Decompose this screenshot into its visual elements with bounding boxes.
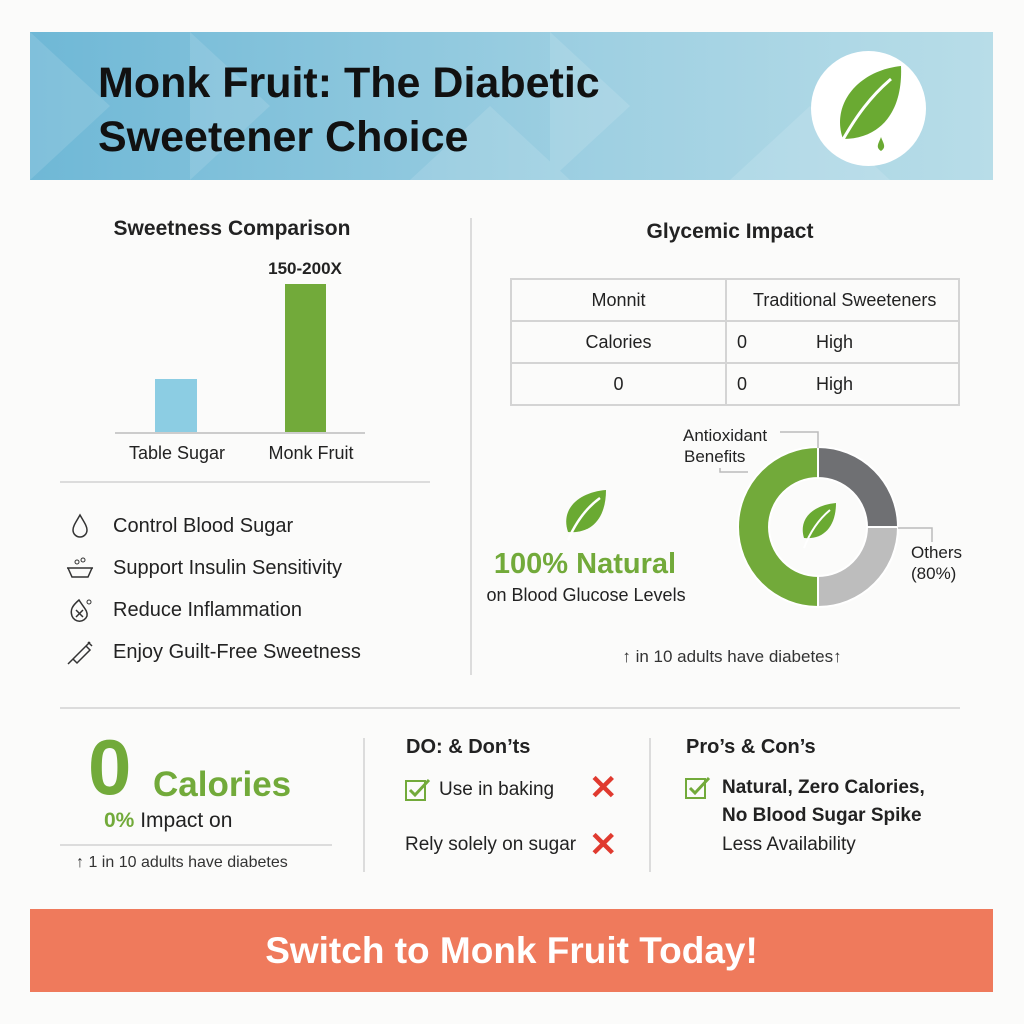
label-antioxidant: Antioxidant	[683, 426, 768, 445]
table-cell: 0	[725, 320, 816, 364]
table-cell: High	[816, 320, 960, 364]
natural-subtext: on Blood Glucose Levels	[486, 585, 686, 605]
benefit-item: Control Blood Sugar	[113, 515, 294, 537]
dont-item: Rely solely on sugar	[405, 834, 577, 855]
page-title-line1: Monk Fruit: The Diabetic	[98, 59, 600, 107]
arrow-up-icon: ↑	[622, 647, 636, 666]
x-icon: ✕	[589, 769, 618, 807]
pro-item: Natural, Zero Calories,	[722, 777, 925, 798]
leaf-icon	[566, 490, 606, 541]
diabetes-stat: ↑ in 10 adults have diabetes↑	[622, 647, 841, 667]
impact-pct: 0%	[104, 809, 135, 832]
table-row: 0 0 High	[510, 362, 960, 406]
page-title-line2: Sweetener Choice	[98, 113, 469, 161]
table-row: Calories 0 High	[510, 320, 960, 364]
dos-title: DO: & Don’ts	[406, 736, 531, 758]
table-row: Monnit Traditional Sweeteners	[510, 278, 960, 322]
arrow-up-icon: ↑	[833, 647, 842, 666]
calories-word: Calories	[153, 765, 292, 804]
pro-item: No Blood Sugar Spike	[722, 805, 922, 826]
glycemic-table: Monnit Traditional Sweeteners Calories 0 Hi…	[510, 278, 960, 406]
leader-line	[719, 468, 748, 473]
arrow-up-icon: ↑	[76, 854, 89, 871]
checkbox-check-icon	[405, 778, 431, 801]
benefit-item: Enjoy Guilt-Free Sweetness	[113, 641, 361, 663]
impact-label: Impact on	[140, 809, 233, 832]
bar-monk-fruit	[285, 284, 326, 433]
bar-label-table-sugar: Table Sugar	[128, 443, 226, 463]
donut-segment	[737, 445, 819, 609]
table-cell: Monnit	[510, 278, 727, 322]
table-cell: 0	[725, 362, 816, 406]
natural-headline: 100% Natural	[493, 548, 677, 580]
donut-segment	[817, 526, 900, 609]
benefit-item: Reduce Inflammation	[113, 599, 302, 621]
benefit-item: Support Insulin Sensitivity	[113, 557, 343, 579]
diabetes-stat-text: in 10 adults have diabetes	[635, 647, 834, 666]
leader-line	[780, 431, 819, 448]
drop-icon	[72, 513, 88, 538]
calories-number: 0	[88, 723, 132, 811]
bowl-icon	[66, 557, 94, 578]
table-cell: High	[816, 362, 960, 406]
leader-line	[898, 527, 933, 542]
table-cell: 0	[510, 362, 727, 406]
label-others: Others	[911, 543, 963, 562]
con-item: Less Availability	[722, 834, 856, 855]
cta-button[interactable]: Switch to Monk Fruit Today!	[30, 909, 993, 992]
flame-x-icon	[70, 598, 92, 622]
divider-vertical	[470, 218, 472, 675]
bar-label-monk-fruit: Monk Fruit	[268, 443, 354, 463]
label-antioxidant: Benefits	[684, 447, 746, 466]
divider-vertical	[649, 738, 651, 872]
donut-chart	[719, 431, 933, 609]
divider	[60, 707, 960, 709]
syringe-icon	[67, 641, 93, 665]
bar-table-sugar	[155, 379, 197, 433]
do-item: Use in baking	[439, 779, 555, 800]
bar-baseline	[115, 432, 365, 434]
divider	[60, 844, 332, 846]
table-cell: Calories	[510, 320, 727, 364]
bar-data-label: 150-200X	[268, 259, 342, 278]
triangle-pattern	[30, 32, 890, 180]
leaf-icon	[802, 503, 836, 549]
calories-note-text: 1 in 10 adults have diabetes	[88, 854, 288, 871]
leaf-drop-icon	[811, 51, 926, 166]
x-icon: ✕	[589, 826, 618, 864]
label-others: (80%)	[911, 564, 957, 583]
sweetness-title: Sweetness Comparison	[113, 217, 351, 240]
table-cell: Traditional Sweeteners	[725, 278, 960, 322]
divider-vertical	[363, 738, 365, 872]
divider	[60, 481, 430, 483]
glycemic-title: Glycemic Impact	[646, 220, 814, 243]
checkbox-check-icon	[685, 776, 711, 799]
impact-text: 0% Impact on	[104, 809, 232, 833]
pros-title: Pro’s & Con’s	[686, 736, 816, 758]
calories-note: ↑ 1 in 10 adults have diabetes	[76, 854, 288, 872]
